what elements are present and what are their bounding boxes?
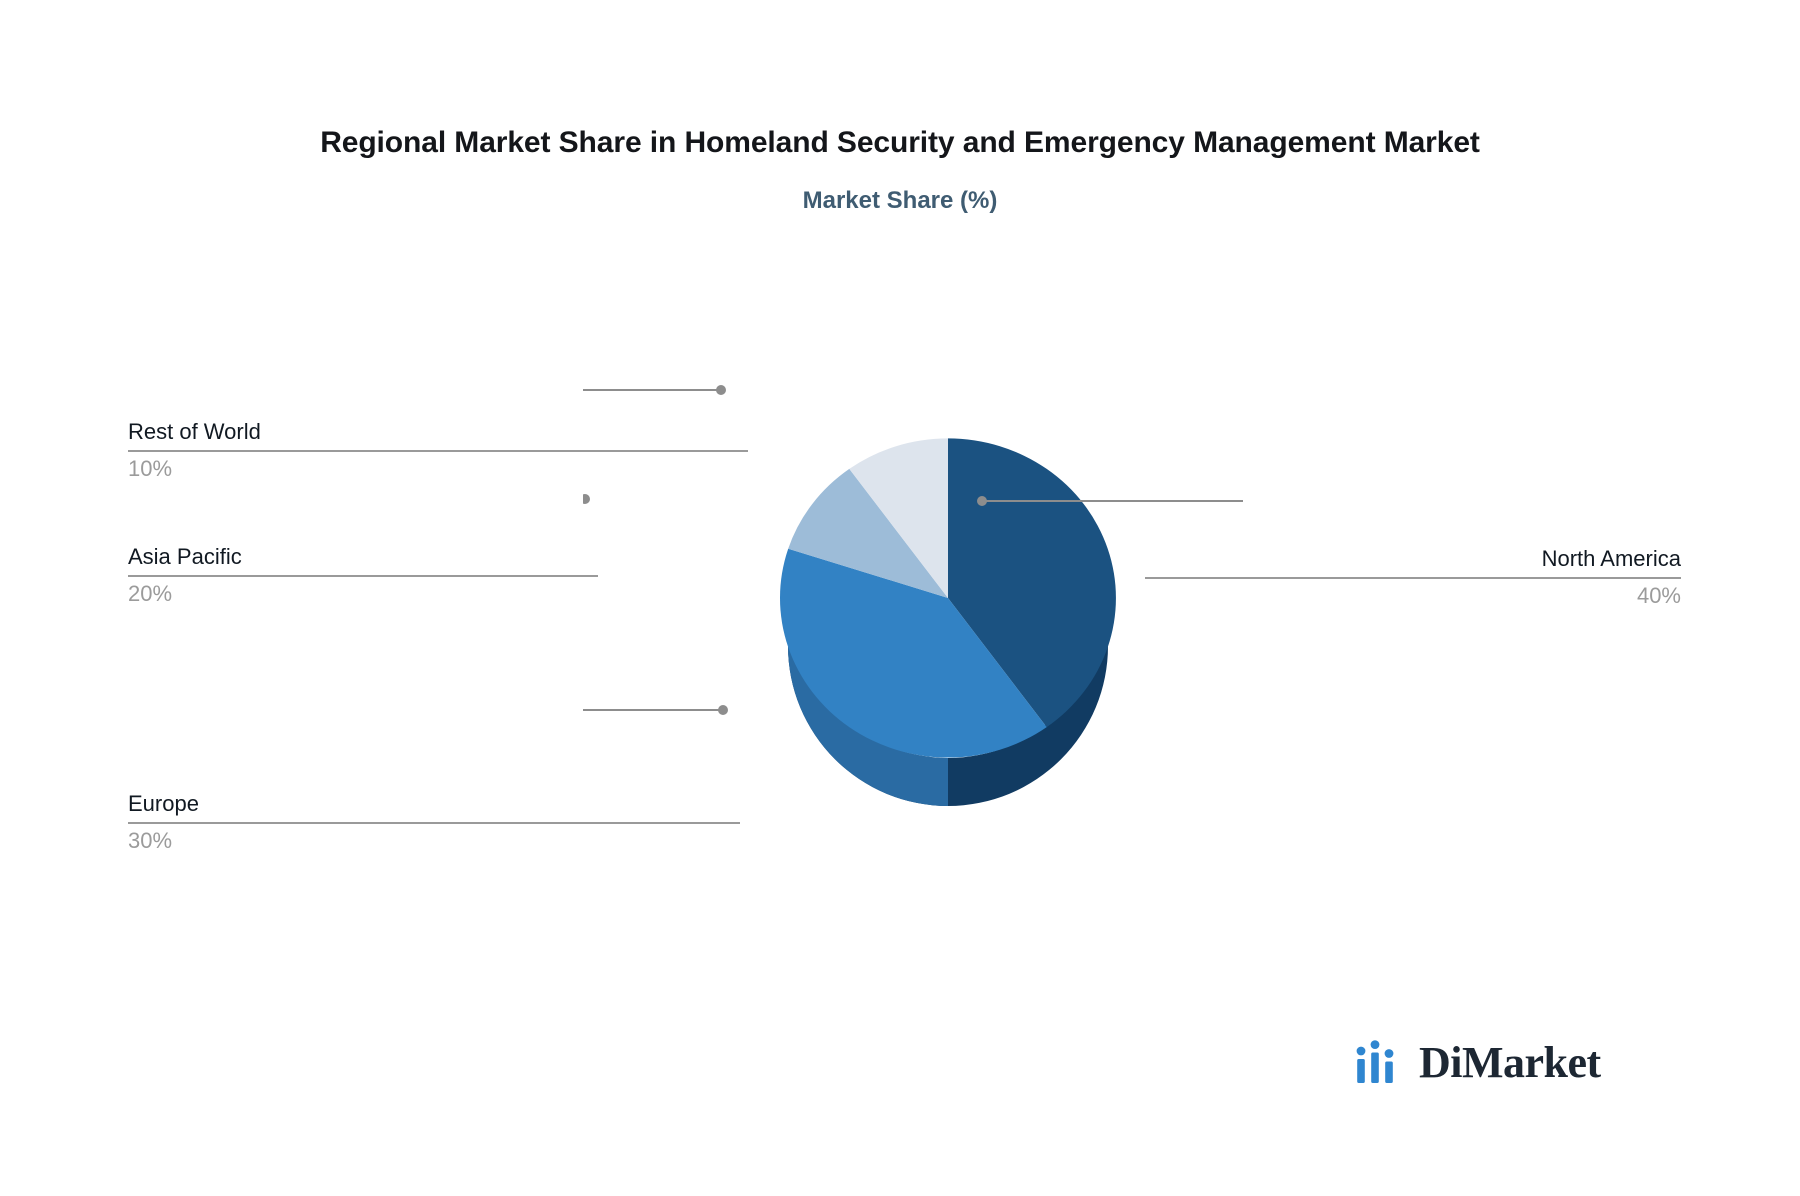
leader-dot-rest-of-world [716,385,726,395]
brand-logo: DiMarket [1355,1040,1601,1086]
callout-north-america: North America 40% [1145,545,1681,609]
leader-dot-asia-pacific [583,494,590,504]
callout-rule-rest-of-world [128,449,748,452]
pie-slice-europe [779,548,1047,758]
pie-leader-lines [583,389,1243,711]
brand-name: DiMarket [1419,1038,1601,1087]
chart-subtitle: Market Share (%) [802,187,998,214]
pie-slice-north-america [948,438,1116,728]
callout-europe: Europe 30% [128,790,740,854]
callout-value-rest-of-world: 10% [128,455,173,481]
pie-3d-sides [788,598,1108,806]
chart-title: Regional Market Share in Homeland Securi… [320,126,1480,159]
callout-value-north-america: 40% [1636,582,1681,608]
callout-label-north-america: North America [1541,546,1681,571]
pie-top-face [779,438,1116,758]
callout-rule-europe [128,821,740,824]
callout-label-rest-of-world: Rest of World [128,419,261,444]
pie-slice-rest-of-world [849,438,948,598]
pie-leader-dots [583,385,987,715]
pie-side-europe [788,598,948,806]
callout-rest-of-world: Rest of World 10% [128,418,748,482]
callout-value-europe: 30% [128,827,173,853]
callout-rule-asia-pacific [128,574,598,577]
leader-dot-north-america [977,496,987,506]
callout-value-asia-pacific: 20% [128,580,173,606]
pie-slice-asia-pacific [788,468,948,598]
pie-chart [583,373,1243,933]
pie-chart-svg [583,385,1243,806]
callout-asia-pacific: Asia Pacific 20% [128,543,598,607]
callout-rule-north-america [1145,576,1681,579]
callout-label-europe: Europe [128,791,199,816]
callout-label-asia-pacific: Asia Pacific [128,544,242,569]
bar-chart-icon [1356,1040,1394,1083]
leader-dot-europe [718,705,728,715]
